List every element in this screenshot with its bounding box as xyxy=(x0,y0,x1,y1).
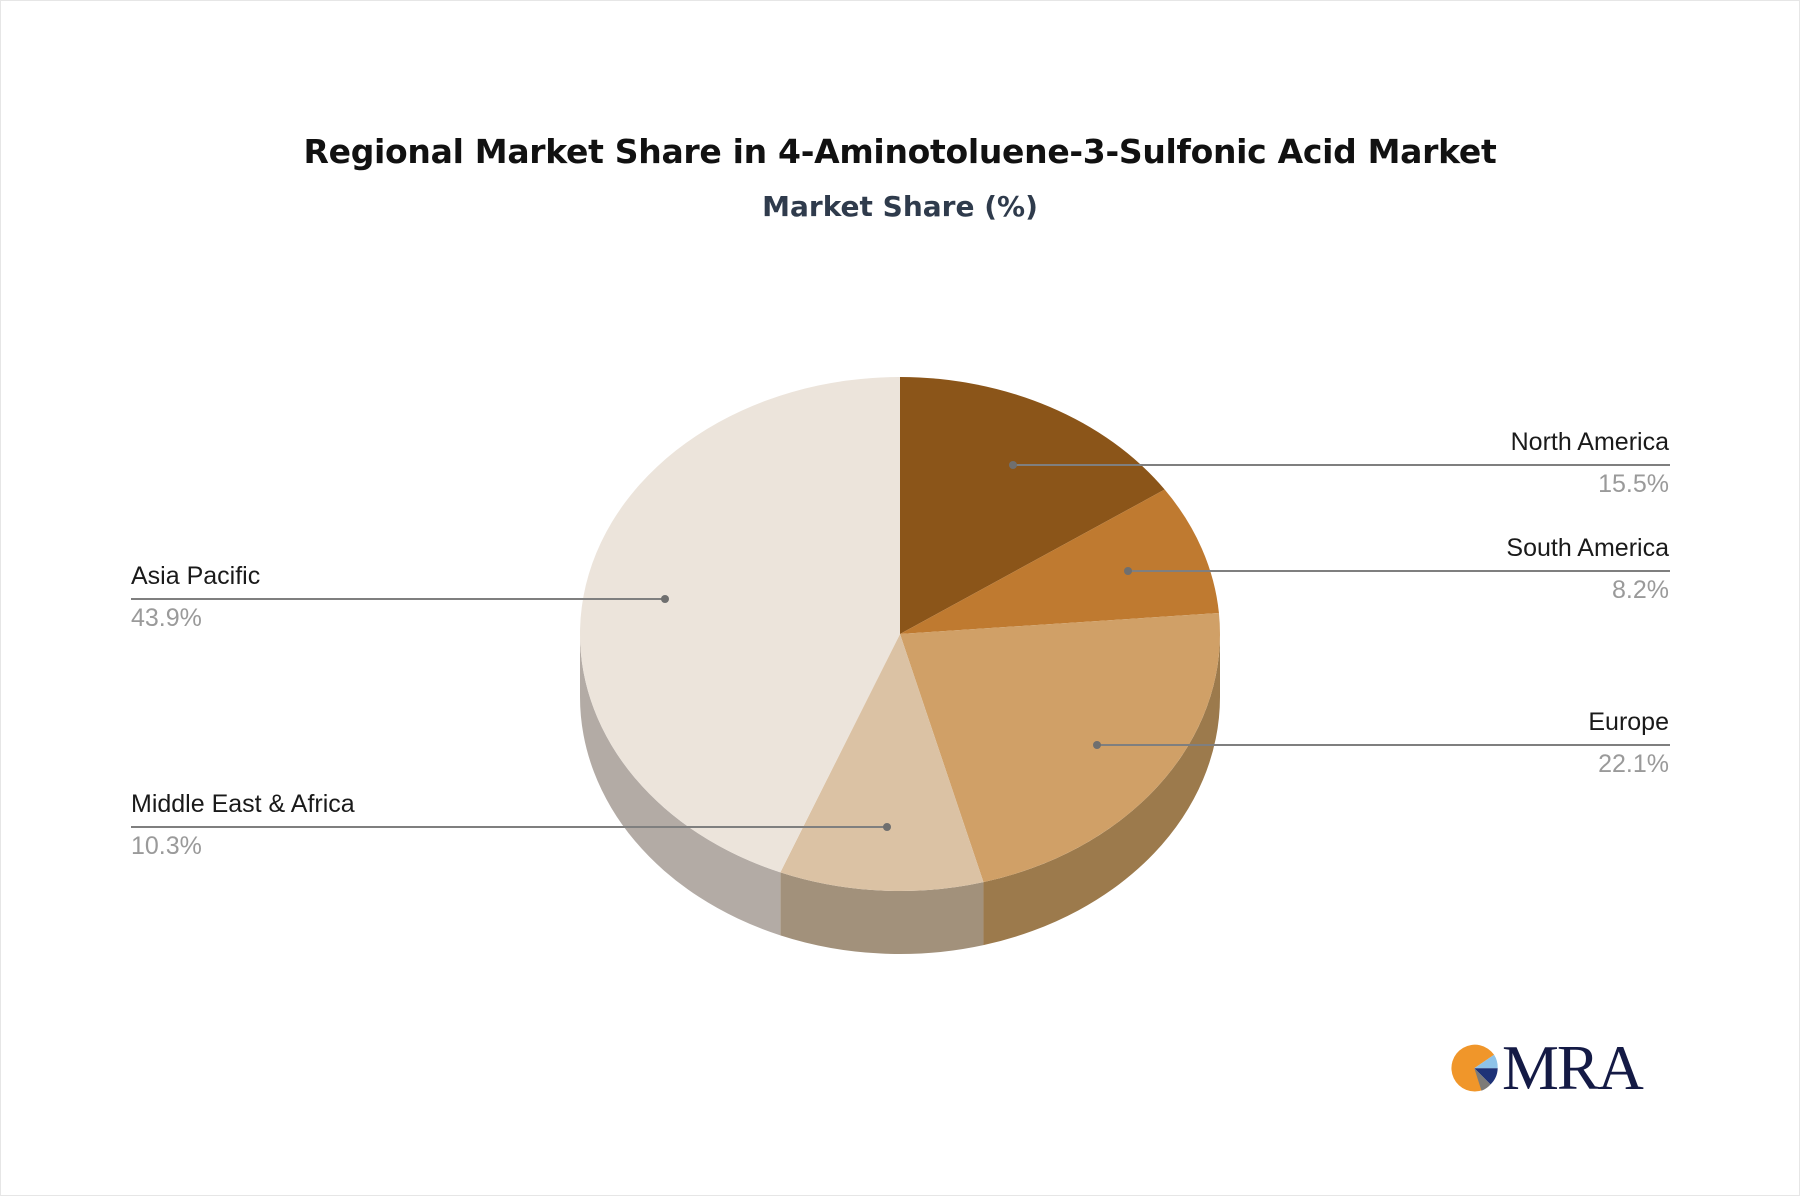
value-north-america: 15.5% xyxy=(1598,470,1669,498)
value-middle-east-africa: 10.3% xyxy=(131,832,202,860)
pie-slices xyxy=(580,377,1220,891)
label-europe: Europe xyxy=(1588,708,1669,736)
label-north-america: North America xyxy=(1510,428,1669,456)
mra-logo-text: MRA xyxy=(1502,1032,1644,1103)
slice-side xyxy=(780,872,984,954)
leader-dot xyxy=(1009,461,1017,469)
slice-side xyxy=(580,634,781,936)
leader-dot xyxy=(1093,741,1101,749)
slice-south-america[interactable] xyxy=(900,489,1219,634)
chart-title: Regional Market Share in 4-Aminotoluene-… xyxy=(303,132,1497,171)
leader-lines xyxy=(131,461,1670,831)
value-south-america: 8.2% xyxy=(1612,576,1669,604)
label-south-america: South America xyxy=(1506,534,1669,562)
leader-dot xyxy=(661,595,669,603)
pie-sides xyxy=(580,634,1220,954)
leader-dot xyxy=(883,823,891,831)
label-asia-pacific: Asia Pacific xyxy=(131,562,261,590)
slice-north-america[interactable] xyxy=(900,377,1165,634)
label-middle-east-africa: Middle East & Africa xyxy=(131,790,355,818)
slice-asia-pacific[interactable] xyxy=(580,377,900,873)
slice-europe[interactable] xyxy=(900,613,1220,883)
mra-logo-icon xyxy=(1451,1044,1498,1092)
leader-dot xyxy=(1124,567,1132,575)
slice-side xyxy=(983,634,1220,946)
value-europe: 22.1% xyxy=(1598,750,1669,778)
chart-subtitle: Market Share (%) xyxy=(762,190,1038,223)
value-asia-pacific: 43.9% xyxy=(131,604,202,632)
